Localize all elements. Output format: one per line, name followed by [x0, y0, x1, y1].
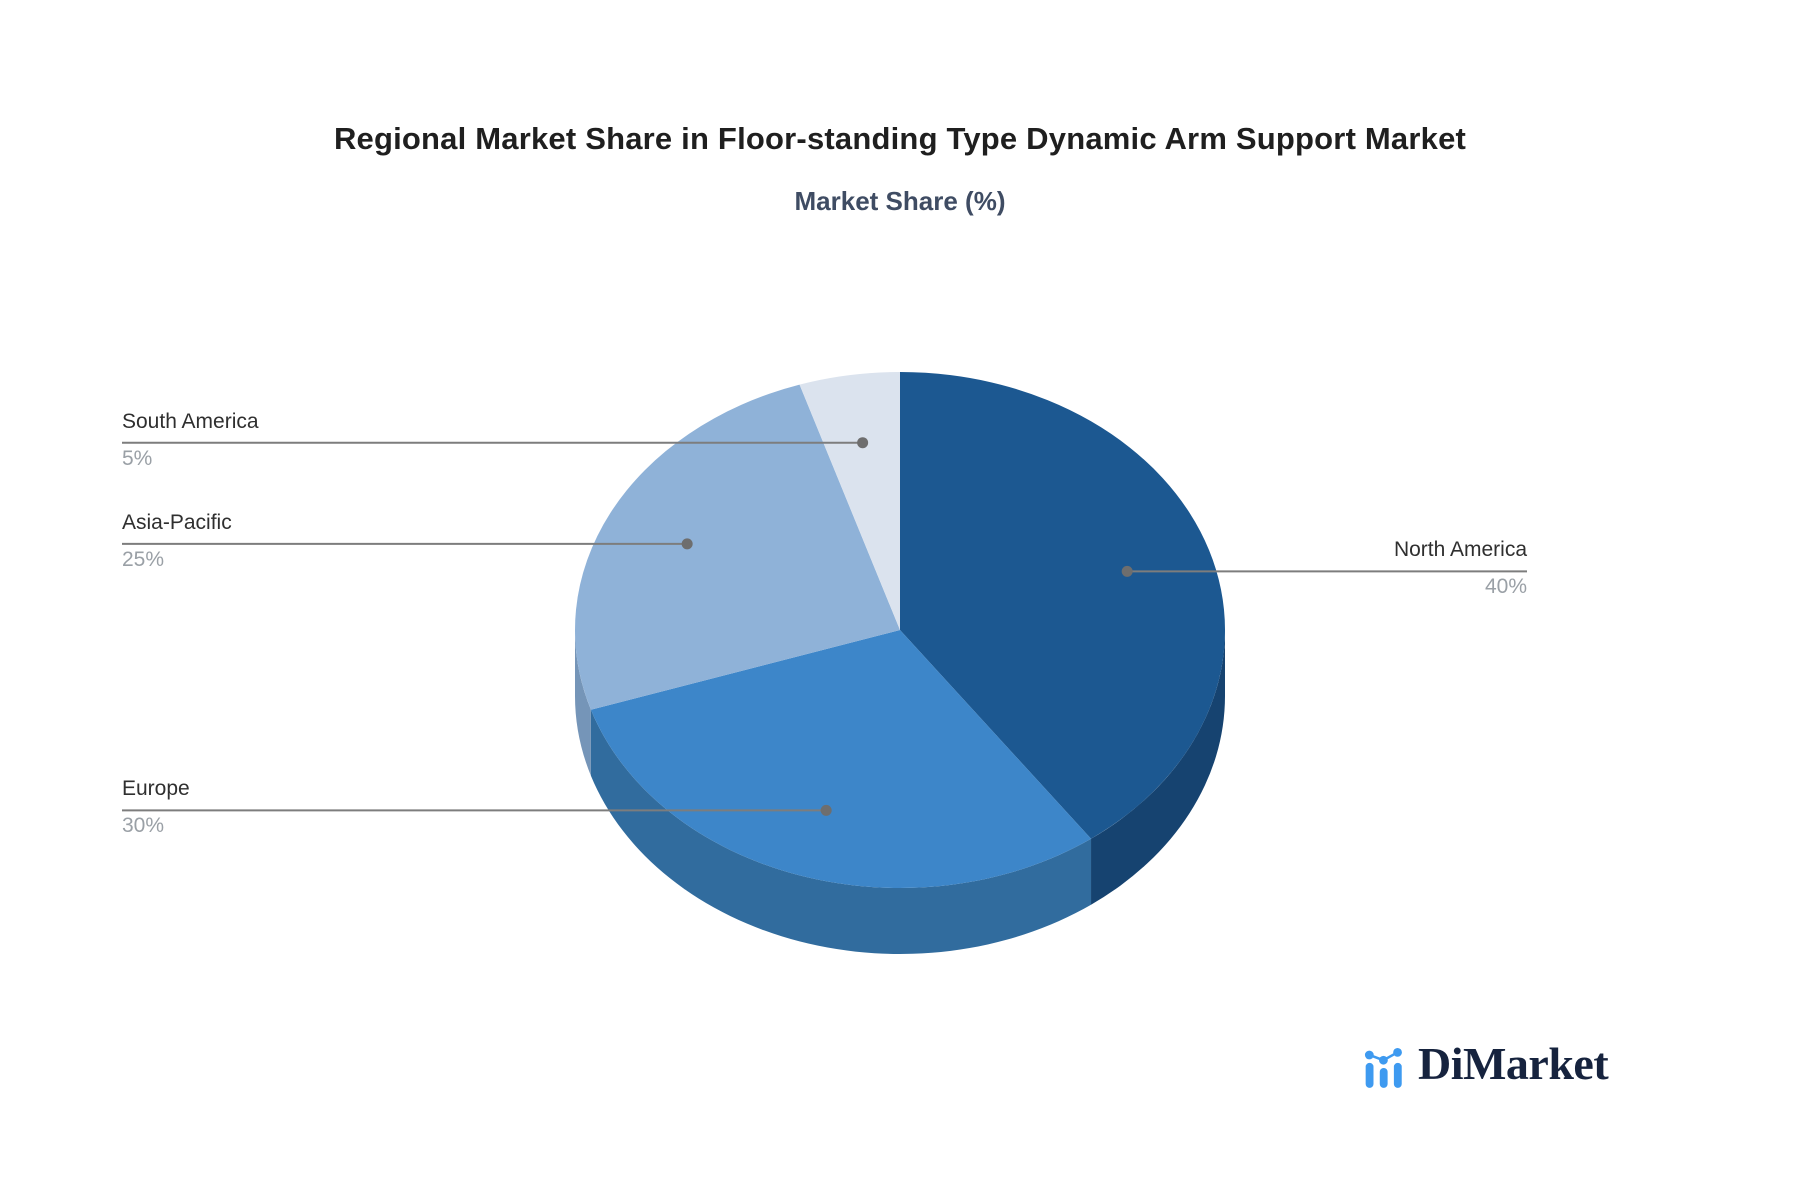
chart-title: Regional Market Share in Floor-standing … — [333, 121, 1467, 156]
pie-slice-side-europe — [590, 709, 1092, 955]
slice-label-value: 30% — [122, 814, 165, 838]
slice-label-name: South America — [122, 409, 259, 433]
label-dot-south-america — [857, 437, 869, 449]
slice-label-europe: Europe 30% — [122, 777, 482, 838]
slice-label-name: Asia-Pacific — [122, 510, 232, 534]
dimarket-logo-text: DiMarket — [1418, 1038, 1609, 1089]
label-dot-asia-pacific — [681, 538, 693, 550]
pie-slice-side-asia-pacific — [575, 630, 591, 776]
pie-slice-side-north-america — [1091, 630, 1225, 905]
pie-slice-north-america[interactable] — [900, 372, 1226, 839]
pie-slice-europe[interactable] — [590, 630, 1092, 889]
pie-slice-south-america[interactable] — [799, 372, 900, 630]
label-dot-north-america — [1121, 565, 1133, 577]
pie-slice-asia-pacific[interactable] — [575, 384, 900, 710]
slice-label-value: 25% — [122, 547, 165, 571]
dimarket-logo: DiMarket — [1362, 1038, 1609, 1090]
slice-label-name: North America — [1393, 538, 1527, 562]
dimarket-logo-icon — [1364, 1047, 1402, 1088]
slice-label-asia-pacific: Asia-Pacific 25% — [122, 511, 482, 572]
slice-label-south-america: South America 5% — [122, 410, 482, 471]
slice-label-north-america: North America 40% — [1167, 538, 1527, 599]
chart-subtitle: Market Share (%) — [794, 186, 1006, 216]
slice-label-value: 40% — [1484, 575, 1527, 599]
label-dot-europe — [820, 804, 832, 816]
slice-label-name: Europe — [122, 777, 190, 801]
slice-label-value: 5% — [122, 446, 153, 470]
